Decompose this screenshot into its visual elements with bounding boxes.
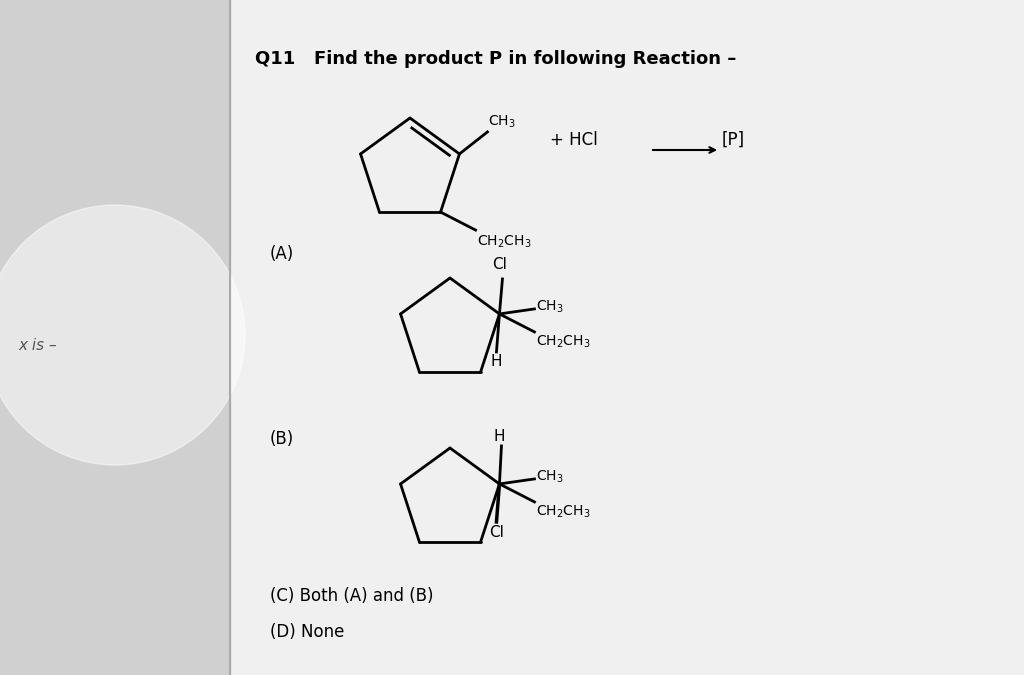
Text: CH$_3$: CH$_3$ xyxy=(537,468,564,485)
Text: H: H xyxy=(490,354,502,369)
Text: (C) Both (A) and (B): (C) Both (A) and (B) xyxy=(270,587,433,605)
Text: Cl: Cl xyxy=(492,257,507,272)
Text: H: H xyxy=(494,429,505,444)
Text: CH$_2$CH$_3$: CH$_2$CH$_3$ xyxy=(476,234,531,250)
Text: x is –: x is – xyxy=(18,338,56,352)
Text: + HCl: + HCl xyxy=(550,131,598,149)
Text: CH$_2$CH$_3$: CH$_2$CH$_3$ xyxy=(537,334,591,350)
Text: CH$_3$: CH$_3$ xyxy=(488,113,516,130)
Text: (B): (B) xyxy=(270,430,294,448)
Circle shape xyxy=(0,205,245,465)
Text: (D) None: (D) None xyxy=(270,623,344,641)
Text: CH$_3$: CH$_3$ xyxy=(537,299,564,315)
Bar xyxy=(0,0,230,675)
Text: Cl: Cl xyxy=(489,525,504,540)
Text: [P]: [P] xyxy=(722,131,745,149)
Text: (A): (A) xyxy=(270,245,294,263)
Text: CH$_2$CH$_3$: CH$_2$CH$_3$ xyxy=(537,504,591,520)
Text: Q11   Find the product P in following Reaction –: Q11 Find the product P in following Reac… xyxy=(255,50,736,68)
